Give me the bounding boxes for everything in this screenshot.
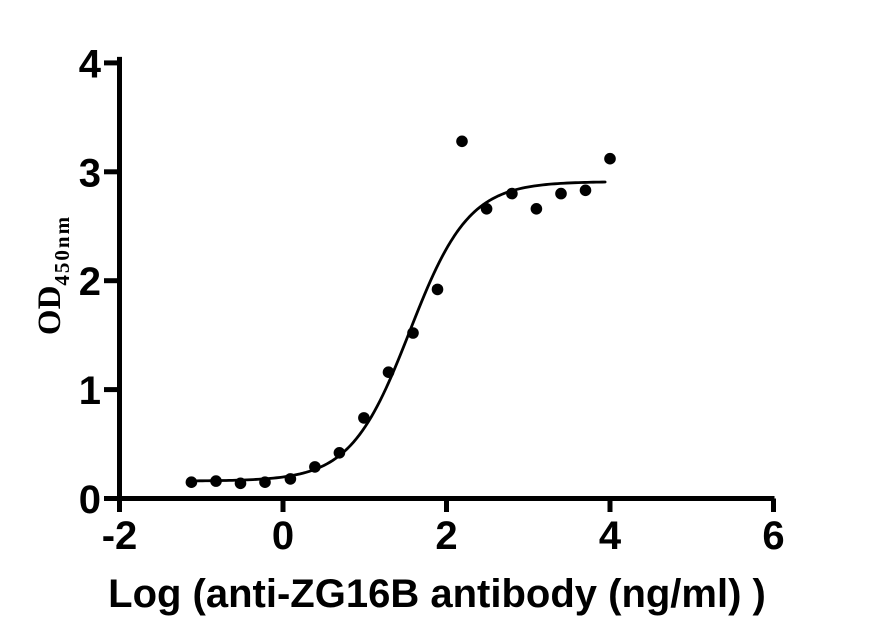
y-tick-label: 3 [79, 151, 101, 195]
data-point [185, 476, 198, 489]
data-point [530, 203, 543, 215]
data-point [579, 184, 592, 197]
data-points-group [185, 135, 616, 490]
y-tick-label: 0 [79, 478, 101, 522]
data-point [604, 152, 616, 165]
x-tick-label: 0 [272, 514, 294, 558]
axes [117, 56, 775, 501]
x-axis-ticks: -2 0 2 4 6 [102, 498, 785, 558]
data-point [333, 447, 346, 459]
data-point [382, 366, 395, 379]
data-point [284, 473, 297, 485]
y-tick-label: 2 [79, 260, 101, 304]
x-tick-label: 6 [762, 514, 784, 558]
data-point [407, 327, 419, 339]
fit-curve [189, 180, 607, 483]
y-axis-ticks: 0 1 2 3 4 [79, 42, 120, 522]
data-point [431, 283, 444, 296]
x-tick-label: -2 [102, 514, 138, 558]
x-tick-label: 4 [599, 514, 622, 558]
data-point [506, 187, 518, 200]
y-tick-label: 4 [79, 42, 102, 86]
fit-curve-group [189, 180, 607, 483]
data-point [234, 477, 247, 490]
x-tick-label: 2 [435, 514, 457, 558]
data-point [555, 187, 567, 200]
data-point [210, 475, 222, 487]
y-axis-title-subscript: 450nm [50, 215, 74, 286]
x-axis-title: Log (anti-ZG16B antibody (ng/ml) ) [108, 572, 766, 616]
data-point [259, 476, 271, 489]
data-point [358, 412, 370, 424]
data-point [456, 135, 468, 148]
y-axis-title-main: OD [32, 286, 68, 336]
data-point [309, 461, 321, 473]
y-tick-label: 1 [79, 369, 101, 413]
y-axis-title: OD450nm [32, 215, 74, 335]
data-point [480, 203, 493, 215]
